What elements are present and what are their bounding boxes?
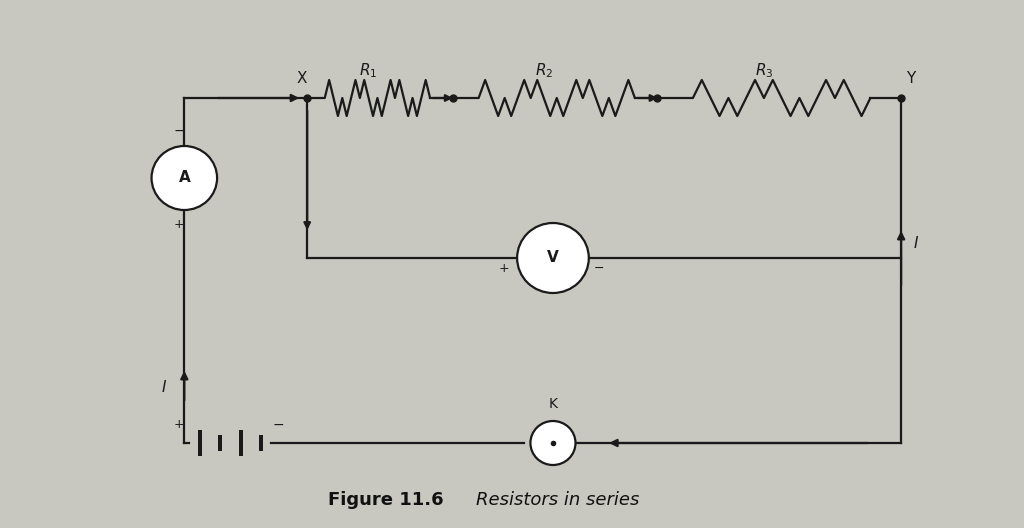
Text: +: + (499, 261, 509, 275)
Text: K: K (549, 397, 557, 411)
Text: I: I (162, 381, 166, 395)
Circle shape (530, 421, 575, 465)
Text: $R_3$: $R_3$ (755, 61, 773, 80)
Text: −: − (173, 124, 185, 138)
Text: $R_1$: $R_1$ (359, 61, 378, 80)
Text: X: X (297, 71, 307, 86)
Text: A: A (178, 171, 190, 185)
Text: Y: Y (906, 71, 915, 86)
Circle shape (517, 223, 589, 293)
Text: +: + (174, 218, 184, 231)
Text: V: V (547, 250, 559, 266)
Text: Figure 11.6: Figure 11.6 (328, 491, 443, 509)
Text: −: − (272, 418, 285, 432)
Text: I: I (913, 235, 918, 250)
Text: Resistors in series: Resistors in series (476, 491, 640, 509)
Text: $R_2$: $R_2$ (535, 61, 553, 80)
Circle shape (152, 146, 217, 210)
Text: −: − (594, 261, 604, 275)
Text: +: + (174, 419, 184, 431)
